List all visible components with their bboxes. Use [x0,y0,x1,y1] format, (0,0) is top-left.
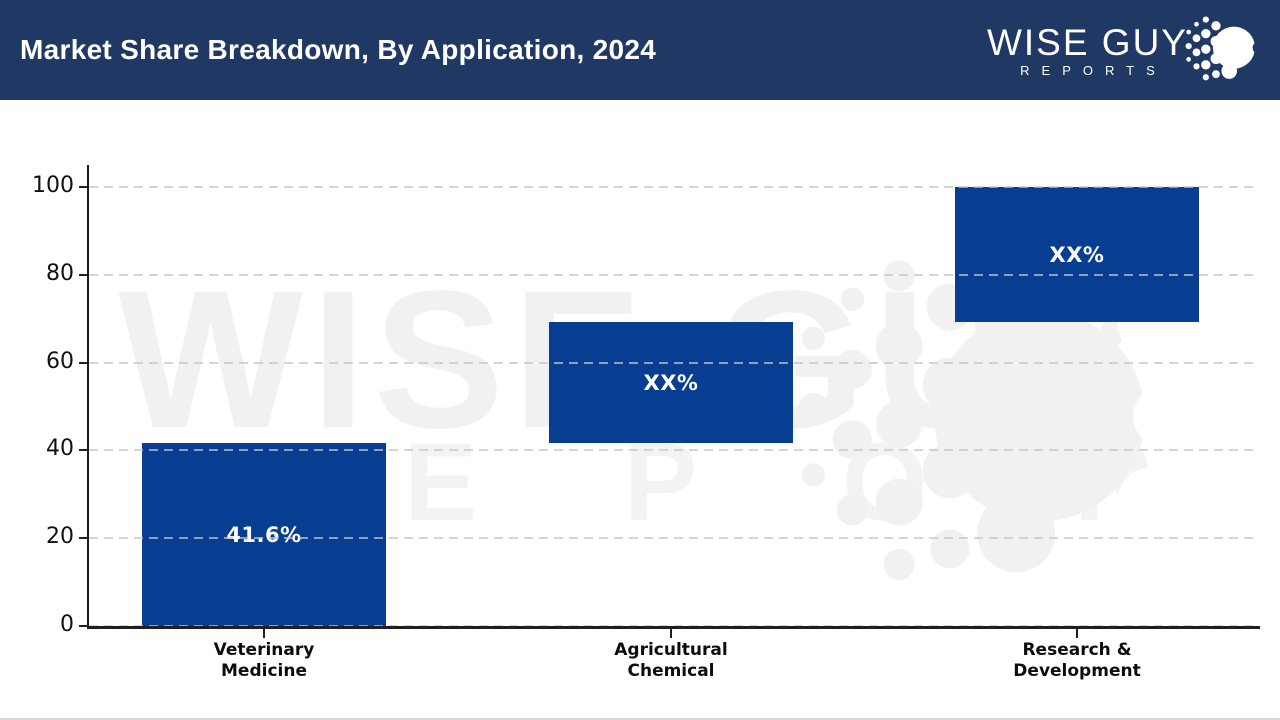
bar-value-label: 41.6% [226,522,302,547]
wiseguy-logo-text: WISE GUY REPORTS [987,24,1188,77]
x-axis-line [87,626,1260,629]
bar-segment: XX% [955,187,1199,323]
y-tick-label: 100 [32,173,74,198]
y-tick-mark [79,449,88,452]
dotted-head-icon [1185,16,1262,91]
y-tick-mark [79,537,88,540]
gridline [89,449,1258,452]
x-tick-mark [1076,629,1078,638]
y-tick-mark [79,186,88,188]
y-tick-mark [79,273,88,276]
bar-value-label: XX% [643,370,699,395]
y-tick-label: 0 [60,612,74,637]
gridline [89,273,1258,276]
header-band: Market Share Breakdown, By Application, … [0,0,1280,100]
wiseguy-logo: WISE GUY REPORTS [987,8,1262,92]
bar-segment: 41.6% [142,443,386,626]
y-tick-mark [79,361,88,364]
category-label-line1: Agricultural [614,640,728,660]
bottom-border-line [0,718,1280,720]
watermark-dotted-head-icon [797,260,1180,631]
category-label-line1: Veterinary [213,640,315,660]
y-tick-label: 80 [46,260,74,286]
y-tick-mark [79,625,88,627]
logo-subtitle: REPORTS [1020,62,1167,78]
category-label: Veterinary Medicine [104,640,424,682]
category-label: Research & Development [917,640,1237,682]
category-label-line2: Development [1013,661,1141,681]
bar-value-label: XX% [1049,242,1105,267]
x-tick-mark [263,629,265,638]
bar-segment: XX% [549,322,793,444]
gridline [89,361,1258,364]
gridline [89,537,1258,540]
category-label: Agricultural Chemical [511,640,831,682]
x-tick-mark [670,629,672,638]
y-tick-label: 20 [46,524,74,550]
logo-wordmark: WISE GUY [986,21,1188,63]
page-title: Market Share Breakdown, By Application, … [20,34,657,65]
category-label-line1: Research & [1022,640,1132,660]
y-tick-label: 40 [46,436,74,462]
category-label-line2: Chemical [627,661,715,681]
gridline [89,186,1258,188]
plot-area: 41.6% XX% XX% [89,186,1258,627]
category-label-line2: Medicine [221,661,307,681]
y-axis-line [87,165,89,628]
y-tick-label: 60 [46,348,74,374]
